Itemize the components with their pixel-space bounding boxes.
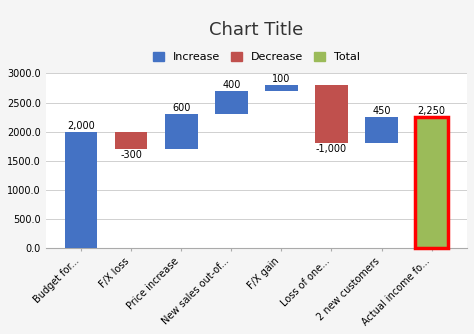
Text: -300: -300 [120, 150, 142, 160]
Bar [165, 114, 198, 149]
Bar [365, 117, 398, 143]
Text: 2,250: 2,250 [418, 106, 446, 116]
Text: 600: 600 [172, 103, 191, 113]
Bar [115, 132, 147, 149]
Bar [415, 117, 448, 248]
Bar [315, 85, 348, 143]
Bar [265, 85, 298, 91]
Text: 450: 450 [372, 106, 391, 116]
Legend: Increase, Decrease, Total: Increase, Decrease, Total [148, 48, 365, 66]
Bar [215, 91, 247, 114]
Title: Chart Title: Chart Title [209, 21, 303, 39]
Bar [65, 132, 97, 248]
Text: 400: 400 [222, 80, 240, 90]
Text: -1,000: -1,000 [316, 145, 347, 155]
Text: 100: 100 [272, 74, 291, 84]
Text: 2,000: 2,000 [67, 121, 95, 131]
